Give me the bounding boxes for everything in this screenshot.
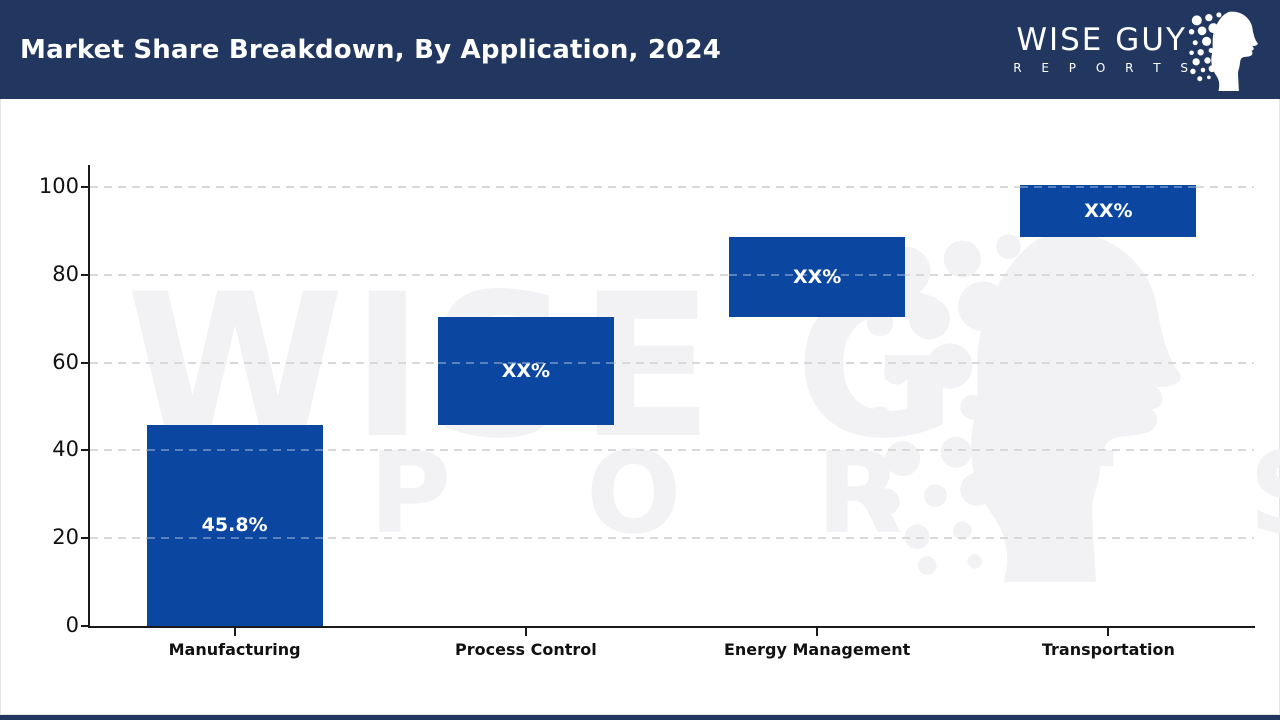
bar-value-label: XX% <box>792 265 842 288</box>
bar-gridline-overlay <box>146 537 323 540</box>
brand-subtitle: R E P O R T S <box>1013 60 1196 75</box>
x-tick-mark <box>1107 628 1110 636</box>
brand-head-icon <box>1188 11 1258 91</box>
y-tick-mark <box>81 449 89 452</box>
header-bar: Market Share Breakdown, By Application, … <box>0 0 1280 99</box>
y-tick-mark <box>81 625 89 627</box>
chart-panel: WISE GU P O R T S 0 20 40 60 80 100 45.8% Manuf… <box>0 99 1280 715</box>
bar-energy-management: XX% <box>729 237 906 317</box>
y-tick-label: 60 <box>52 349 79 374</box>
bar-gridline-overlay <box>729 273 906 276</box>
y-tick-mark <box>81 537 89 540</box>
y-tick-mark <box>81 361 89 364</box>
y-tick-mark <box>81 186 89 188</box>
bar-value-label: 45.8% <box>201 514 268 537</box>
gridline-20 <box>90 537 1254 540</box>
footer-bar <box>0 715 1280 720</box>
bar-transportation: XX% <box>1020 184 1197 238</box>
x-tick-mark <box>233 628 236 636</box>
watermark-head-icon <box>866 231 1182 582</box>
x-axis-line <box>88 626 1255 628</box>
brand-logo: WISE GUY R E P O R T S <box>1007 9 1266 91</box>
gridline-80 <box>90 273 1254 276</box>
bar-value-label: XX% <box>501 359 551 382</box>
brand-name: WISE GUY <box>1016 21 1187 58</box>
x-category-label: Transportation <box>1041 640 1175 659</box>
bar-process-control: XX% <box>437 316 614 425</box>
bar-gridline-overlay <box>437 361 614 364</box>
x-category-label: Energy Management <box>723 640 911 659</box>
bar-value-label: XX% <box>1084 199 1133 222</box>
y-tick-label: 0 <box>65 613 79 637</box>
bar-gridline-overlay <box>146 449 323 452</box>
y-axis-line <box>88 165 90 628</box>
watermark-text-line2: P O R T S <box>369 429 1280 559</box>
page-title: Market Share Breakdown, By Application, … <box>20 34 722 65</box>
y-tick-label: 40 <box>52 437 79 462</box>
y-tick-label: 20 <box>52 525 79 550</box>
bar-gridline-overlay <box>1020 185 1197 188</box>
gridline-100 <box>90 186 1254 188</box>
bar-manufacturing: 45.8% <box>146 424 323 626</box>
gridline-60 <box>90 361 1254 364</box>
gridline-40 <box>90 449 1254 452</box>
y-tick-label: 100 <box>38 174 79 198</box>
x-category-label: Manufacturing <box>168 640 301 659</box>
x-tick-mark <box>524 628 527 636</box>
x-tick-mark <box>816 628 819 636</box>
y-tick-label: 80 <box>52 261 79 286</box>
brand-logo-text: WISE GUY R E P O R T S <box>1007 21 1196 75</box>
y-tick-mark <box>81 273 89 276</box>
x-category-label: Process Control <box>455 640 597 659</box>
